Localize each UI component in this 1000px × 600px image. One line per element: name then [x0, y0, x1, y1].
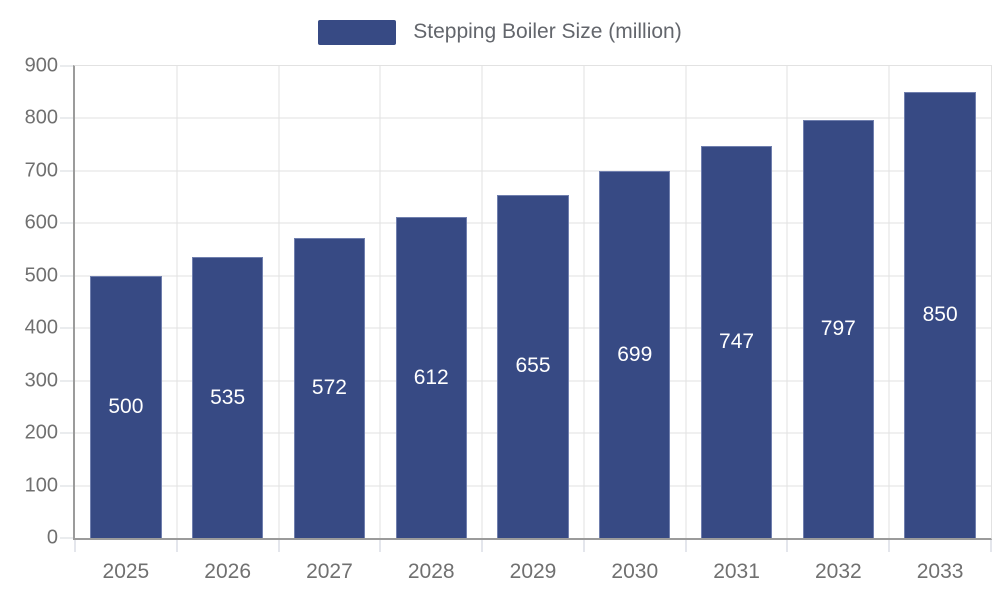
bar[interactable] [395, 217, 467, 538]
bar[interactable] [599, 171, 671, 538]
y-axis-tick [60, 485, 73, 487]
gridline-v [685, 66, 687, 538]
y-axis-tick [60, 537, 73, 539]
gridline-v [176, 66, 178, 538]
bar[interactable] [192, 257, 264, 538]
y-axis-tick [60, 380, 73, 382]
gridline-v [786, 66, 788, 538]
x-axis-tick [176, 540, 178, 552]
y-tick-label: 200 [24, 421, 58, 444]
x-axis-tick [278, 540, 280, 552]
gridline-h [75, 170, 991, 172]
y-axis-tick [60, 432, 73, 434]
bar[interactable] [802, 120, 874, 538]
gridline-v [481, 66, 483, 538]
plot-area: 0 100 200 300 400 500 600 700 800 900 500 2025 535 20… [25, 55, 992, 583]
x-axis-tick [583, 540, 585, 552]
y-tick-label: 900 [24, 54, 58, 77]
y-tick-label: 400 [24, 316, 58, 339]
y-tick-label: 500 [24, 264, 58, 287]
gridline-v [888, 66, 890, 538]
x-axis-tick [74, 540, 76, 552]
y-axis-tick [60, 170, 73, 172]
y-tick-label: 300 [24, 369, 58, 392]
y-tick-label: 100 [24, 474, 58, 497]
x-tick-label: 2026 [204, 560, 252, 583]
gridline-v [583, 66, 585, 538]
y-tick-label: 800 [24, 106, 58, 129]
x-axis-tick [481, 540, 483, 552]
y-axis-tick [60, 117, 73, 119]
y-tick-label: 0 [46, 526, 58, 549]
y-axis-tick [60, 65, 73, 67]
x-tick-label: 2028 [407, 560, 455, 583]
bar[interactable] [497, 194, 569, 538]
x-axis-tick [379, 540, 381, 552]
x-tick-label: 2033 [916, 560, 964, 583]
gridline-v [379, 66, 381, 538]
y-tick-label: 600 [24, 211, 58, 234]
y-tick-label: 700 [24, 159, 58, 182]
legend-swatch-icon [318, 19, 397, 45]
x-axis-tick [685, 540, 687, 552]
legend[interactable]: Stepping Boiler Size (million) [0, 16, 1000, 48]
y-axis-tick [60, 222, 73, 224]
x-axis-tick [888, 540, 890, 552]
gridline-v [278, 66, 280, 538]
x-axis-tick [990, 540, 992, 552]
legend-label: Stepping Boiler Size (million) [413, 20, 682, 43]
x-tick-label: 2027 [306, 560, 353, 583]
x-tick-label: 2029 [509, 560, 557, 583]
bar[interactable] [904, 92, 976, 538]
y-axis-tick [60, 275, 73, 277]
x-tick-label: 2030 [611, 560, 659, 583]
x-tick-label: 2025 [102, 560, 150, 583]
x-tick-label: 2032 [814, 560, 862, 583]
x-tick-label: 2031 [713, 560, 760, 583]
bar[interactable] [90, 275, 162, 538]
y-axis-tick [60, 327, 73, 329]
bar[interactable] [700, 146, 773, 538]
gridline-h [75, 117, 991, 119]
bar[interactable] [293, 238, 366, 538]
x-axis-tick [786, 540, 788, 552]
